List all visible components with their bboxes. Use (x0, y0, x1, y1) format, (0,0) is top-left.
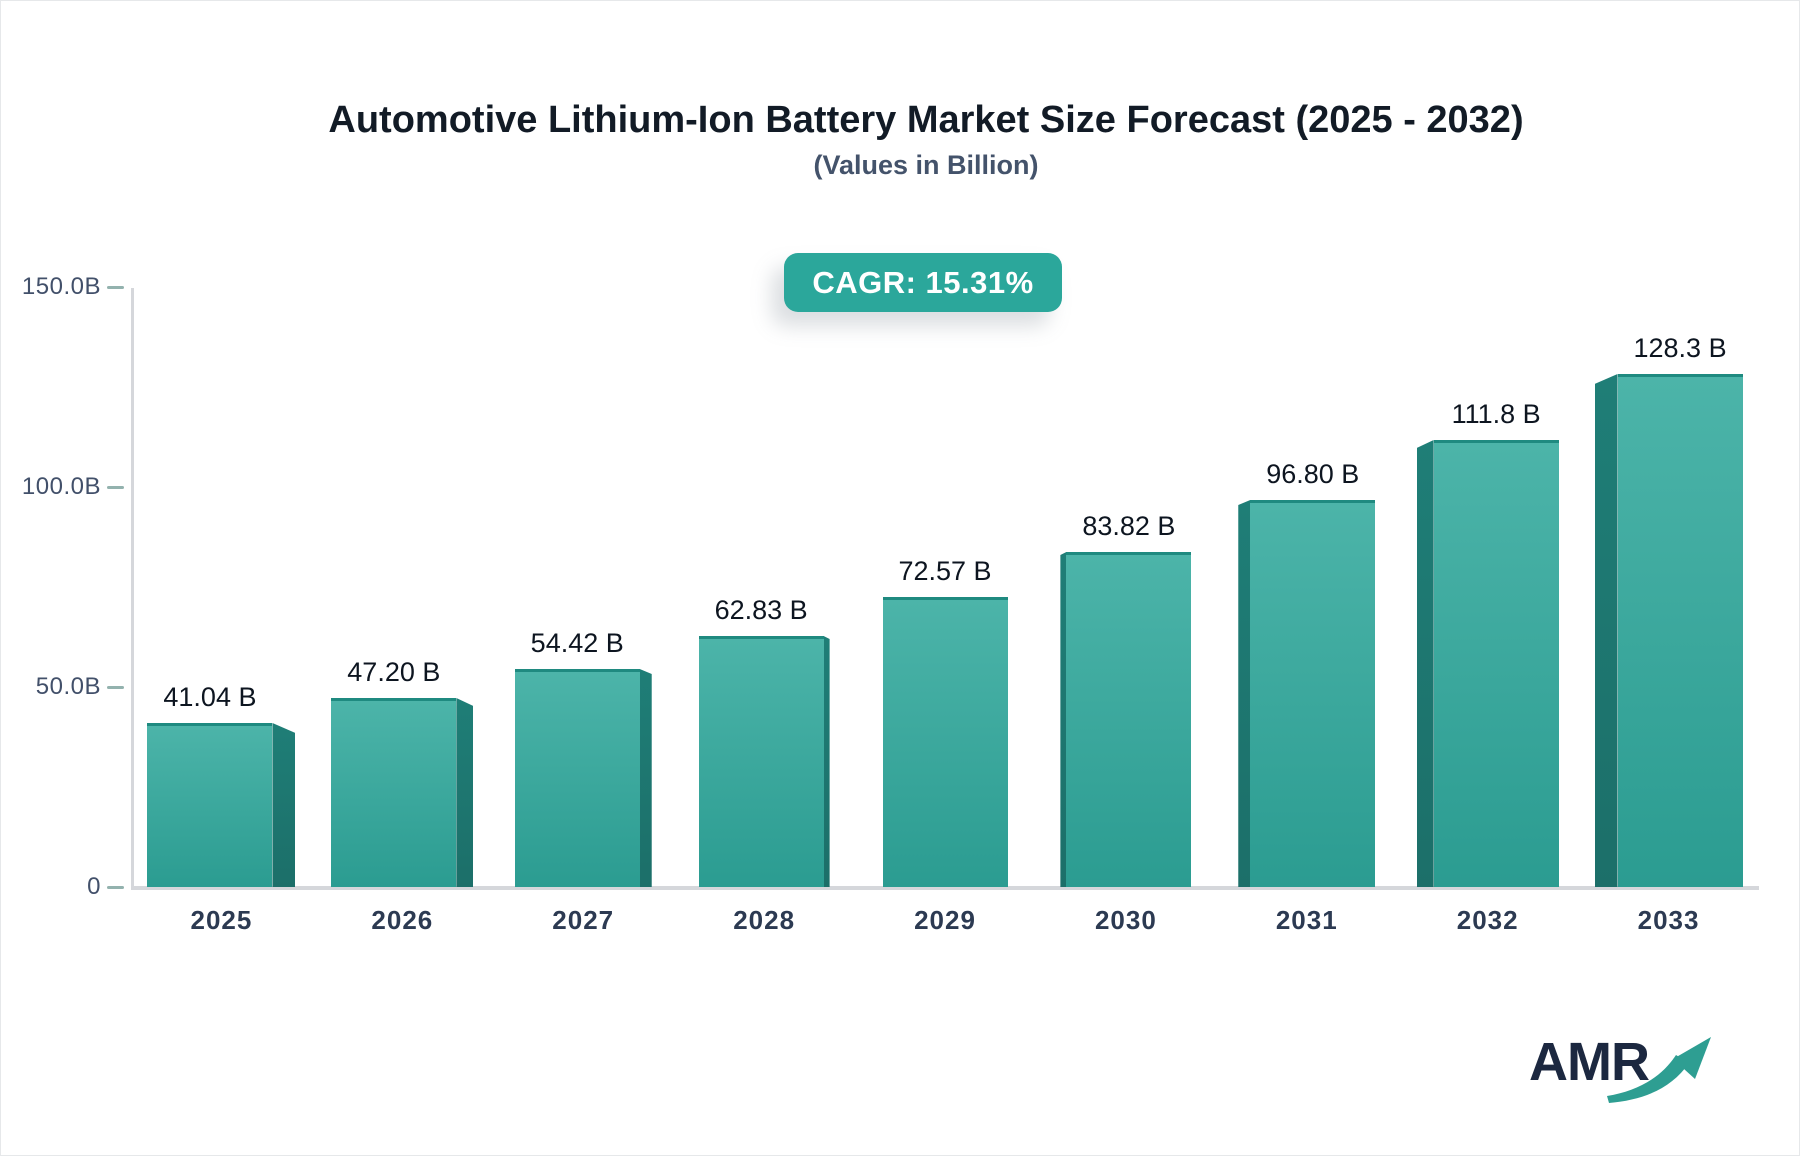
bar-side-face (456, 698, 474, 887)
x-tick-label: 2033 (1637, 905, 1700, 935)
bar-side-face (823, 636, 830, 887)
x-axis-line (131, 886, 1759, 890)
bar (514, 669, 640, 887)
cagr-badge-label: CAGR: 15.31% (812, 264, 1034, 300)
y-axis-line (131, 288, 134, 890)
y-tick-mark (107, 486, 124, 489)
x-tick-label: 2027 (552, 905, 615, 935)
bar (1433, 440, 1559, 887)
x-tick-label: 2031 (1275, 905, 1338, 935)
bar-value-label: 41.04 B (163, 682, 257, 712)
bar (331, 698, 457, 887)
bar (1066, 552, 1192, 887)
y-tick-mark (107, 886, 124, 889)
y-tick-mark (107, 286, 124, 289)
amr-logo: AMR (1529, 1031, 1739, 1121)
bar-value-label: 111.8 B (1451, 399, 1541, 429)
bar-value-label: 62.83 B (714, 595, 808, 625)
trend-arrow-icon (1607, 1037, 1711, 1103)
bar-value-label: 47.20 B (347, 657, 441, 687)
x-tick-label: 2026 (371, 905, 434, 935)
y-tick-label: 50.0B (35, 673, 101, 700)
y-tick-label: 0 (87, 873, 101, 900)
bar-side-face (1060, 552, 1067, 887)
bar-side-face (1238, 500, 1251, 887)
bar-value-label: 72.57 B (898, 556, 992, 586)
bar-value-label: 96.80 B (1266, 459, 1360, 489)
bar (1617, 374, 1743, 887)
bar-side-face (639, 669, 652, 887)
bar (1250, 500, 1376, 887)
x-tick-label: 2028 (733, 905, 796, 935)
bar (882, 597, 1008, 887)
bar (698, 636, 824, 887)
bar-side-face (1594, 374, 1618, 887)
y-tick-mark (107, 686, 124, 689)
y-tick-label: 100.0B (21, 473, 101, 500)
bar-value-label: 54.42 B (530, 628, 624, 658)
bar-value-label: 128.3 B (1633, 333, 1727, 363)
x-tick-label: 2030 (1094, 905, 1157, 935)
cagr-badge: CAGR: 15.31% (784, 253, 1062, 312)
x-tick-label: 2032 (1456, 905, 1519, 935)
bar-side-face (1416, 440, 1434, 887)
bar-value-label: 83.82 B (1082, 511, 1176, 541)
bar (147, 723, 273, 887)
chart-title: Automotive Lithium-Ion Battery Market Si… (328, 99, 1524, 141)
amr-logo-text: AMR (1529, 1032, 1650, 1092)
bar-side-face (272, 723, 296, 887)
chart-subtitle: (Values in Billion) (813, 150, 1039, 180)
x-tick-label: 2025 (190, 905, 253, 935)
y-tick-label: 150.0B (21, 273, 101, 300)
x-tick-label: 2029 (914, 905, 976, 935)
